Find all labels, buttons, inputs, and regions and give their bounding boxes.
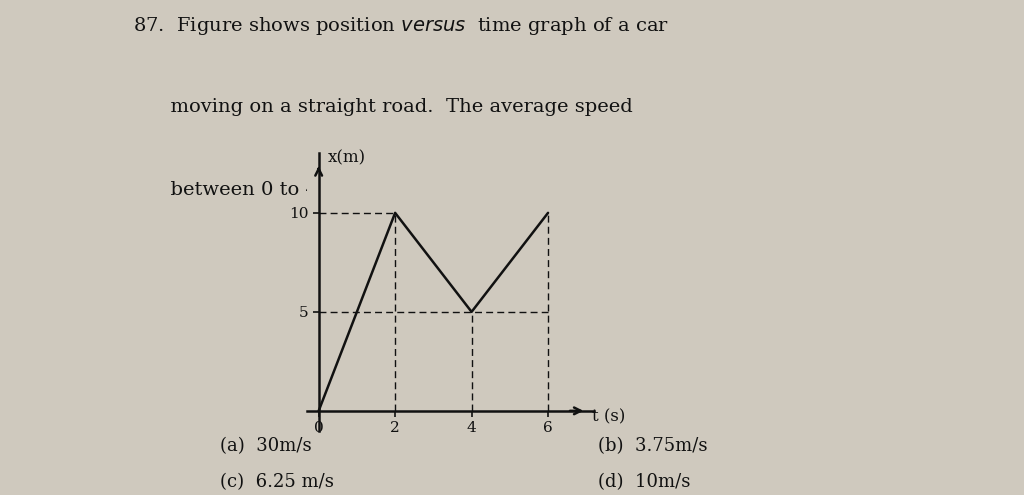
Text: 87.  Figure shows position $\mathit{versus}$  time graph of a car: 87. Figure shows position $\mathit{versu… <box>133 15 669 37</box>
Text: (c)  6.25 m/s: (c) 6.25 m/s <box>219 473 334 491</box>
Text: (d)  10m/s: (d) 10m/s <box>598 473 690 491</box>
Text: (a)  30m/s: (a) 30m/s <box>219 438 311 455</box>
Text: moving on a straight road.  The average speed: moving on a straight road. The average s… <box>133 98 633 116</box>
Text: t (s): t (s) <box>592 408 626 425</box>
Text: between 0 to 4s is :: between 0 to 4s is : <box>133 181 364 199</box>
Text: (b)  3.75m/s: (b) 3.75m/s <box>598 438 708 455</box>
Text: x(m): x(m) <box>329 149 367 166</box>
